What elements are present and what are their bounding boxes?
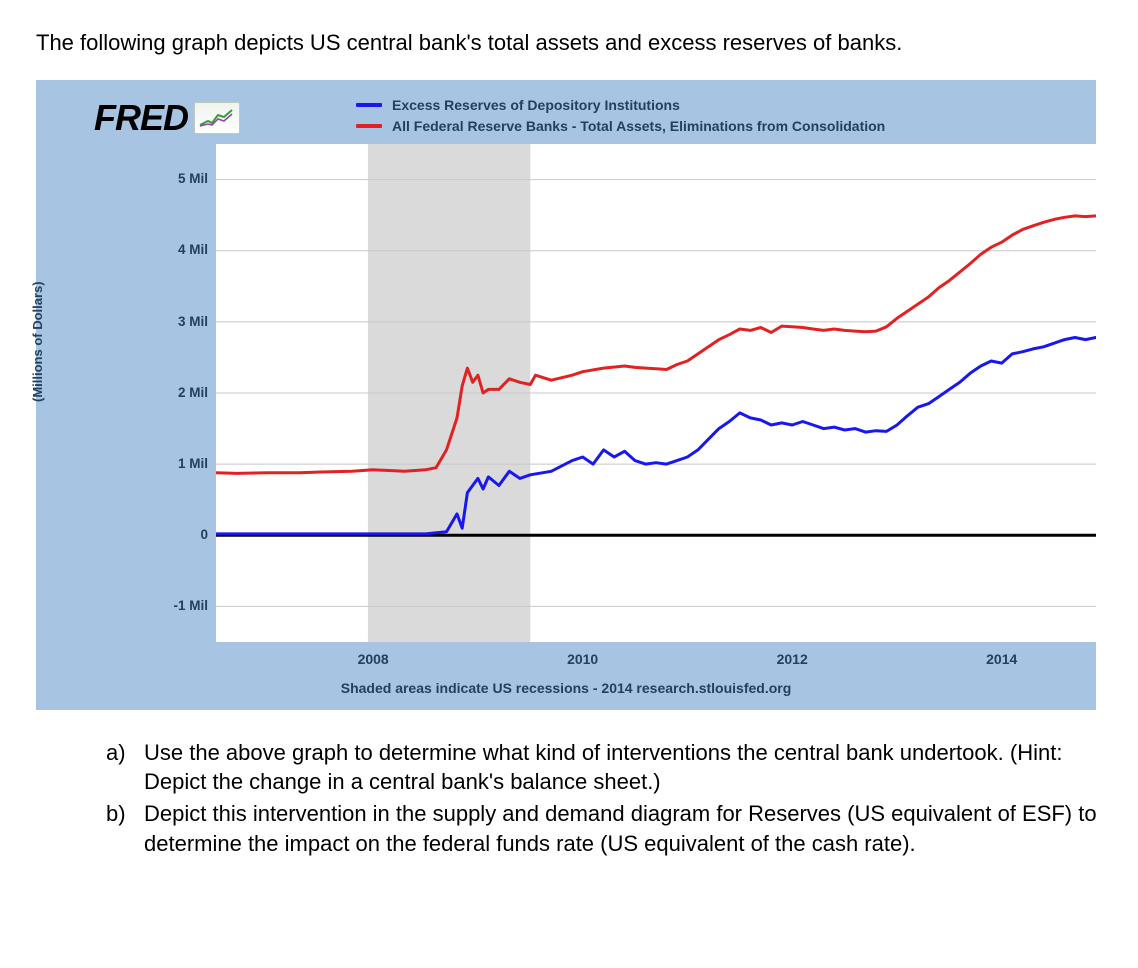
y-tick-label: 2 Mil	[128, 384, 208, 402]
chart-svg	[216, 144, 1096, 642]
fred-logo-text: FRED	[94, 94, 188, 143]
legend-label-1: Excess Reserves of Depository Institutio…	[392, 96, 680, 115]
x-tick-label: 2010	[567, 650, 598, 669]
y-tick-label: 5 Mil	[128, 170, 208, 188]
question-a: a) Use the above graph to determine what…	[106, 738, 1102, 797]
y-tick-label: -1 Mil	[128, 597, 208, 615]
legend-swatch-blue	[356, 103, 382, 107]
chart-panel: FRED Excess Reserves of Depository Insti…	[36, 80, 1096, 710]
legend-swatch-red	[356, 124, 382, 128]
legend-item-2: All Federal Reserve Banks - Total Assets…	[356, 117, 885, 136]
x-tick-label: 2008	[358, 650, 389, 669]
x-tick-label: 2012	[777, 650, 808, 669]
plot-area	[216, 144, 1096, 642]
x-tick-label: 2014	[986, 650, 1017, 669]
fred-logo-icon	[194, 102, 240, 134]
y-axis-label: (Millions of Dollars)	[29, 281, 47, 402]
legend-item-1: Excess Reserves of Depository Institutio…	[356, 96, 885, 115]
chart-footnote: Shaded areas indicate US recessions - 20…	[36, 679, 1096, 698]
question-b: b) Depict this intervention in the suppl…	[106, 799, 1102, 858]
question-a-text: Use the above graph to determine what ki…	[144, 738, 1102, 797]
y-tick-label: 3 Mil	[128, 312, 208, 330]
question-a-marker: a)	[106, 738, 134, 797]
legend-label-2: All Federal Reserve Banks - Total Assets…	[392, 117, 885, 136]
question-b-text: Depict this intervention in the supply a…	[144, 799, 1102, 858]
fred-logo: FRED	[94, 94, 240, 143]
questions: a) Use the above graph to determine what…	[36, 738, 1102, 859]
intro-text: The following graph depicts US central b…	[36, 28, 1102, 58]
chart-legend: Excess Reserves of Depository Institutio…	[356, 96, 885, 138]
page: The following graph depicts US central b…	[0, 0, 1138, 896]
y-tick-label: 0	[128, 526, 208, 544]
y-tick-label: 1 Mil	[128, 455, 208, 473]
question-b-marker: b)	[106, 799, 134, 858]
y-tick-label: 4 Mil	[128, 241, 208, 259]
